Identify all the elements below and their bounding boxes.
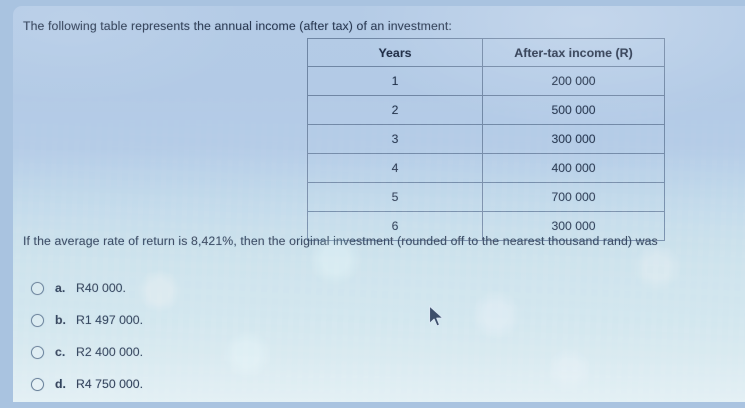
table-row: 5 700 000 bbox=[307, 182, 665, 212]
page-content: The following table represents the annua… bbox=[13, 6, 745, 402]
after-tax-income-table: Years After-tax income (R) 1 200 000 2 5… bbox=[307, 38, 665, 241]
table-row: 2 500 000 bbox=[307, 95, 665, 125]
table-row: 4 400 000 bbox=[307, 153, 665, 183]
cell-income: 400 000 bbox=[482, 153, 665, 183]
intro-text: The following table represents the annua… bbox=[23, 19, 452, 33]
table-row: 6 300 000 bbox=[307, 211, 665, 241]
radio-button-icon[interactable] bbox=[31, 377, 44, 391]
option-label: R2 400 000. bbox=[76, 345, 144, 359]
radio-button-icon[interactable] bbox=[31, 345, 44, 359]
cell-year: 3 bbox=[307, 124, 483, 154]
cell-income: 200 000 bbox=[482, 66, 665, 96]
cell-income: 700 000 bbox=[482, 182, 665, 212]
cell-year: 5 bbox=[307, 182, 483, 212]
option-letter: b. bbox=[55, 313, 66, 327]
option-label: R1 497 000. bbox=[76, 313, 144, 327]
option-letter: d. bbox=[55, 377, 66, 391]
cell-year: 6 bbox=[307, 211, 483, 241]
radio-button-icon[interactable] bbox=[31, 313, 44, 327]
answer-option-c[interactable]: c. R2 400 000. bbox=[31, 336, 391, 368]
table-row: 3 300 000 bbox=[307, 124, 665, 154]
cell-income: 500 000 bbox=[482, 95, 665, 125]
radio-button-icon[interactable] bbox=[31, 281, 44, 295]
table-row: 1 200 000 bbox=[307, 66, 665, 96]
question-text: If the average rate of return is 8,421%,… bbox=[23, 234, 658, 248]
column-header-after-tax-income: After-tax income (R) bbox=[482, 38, 665, 67]
cell-income: 300 000 bbox=[482, 211, 665, 241]
option-label: R4 750 000. bbox=[76, 377, 144, 391]
cell-year: 4 bbox=[307, 153, 483, 183]
answer-option-a[interactable]: a. R40 000. bbox=[31, 272, 391, 304]
answer-option-d[interactable]: d. R4 750 000. bbox=[31, 368, 391, 400]
option-label: R40 000. bbox=[76, 281, 126, 295]
answer-option-b[interactable]: b. R1 497 000. bbox=[31, 304, 391, 336]
cell-year: 2 bbox=[307, 95, 483, 125]
table-header-row: Years After-tax income (R) bbox=[307, 38, 665, 67]
answer-options-list: a. R40 000. b. R1 497 000. c. R2 400 000… bbox=[31, 272, 391, 400]
cell-income: 300 000 bbox=[482, 124, 665, 154]
option-letter: c. bbox=[55, 345, 66, 359]
column-header-years: Years bbox=[307, 38, 483, 67]
quiz-page-card: The following table represents the annua… bbox=[13, 6, 745, 402]
cell-year: 1 bbox=[307, 66, 483, 96]
option-letter: a. bbox=[55, 281, 66, 295]
